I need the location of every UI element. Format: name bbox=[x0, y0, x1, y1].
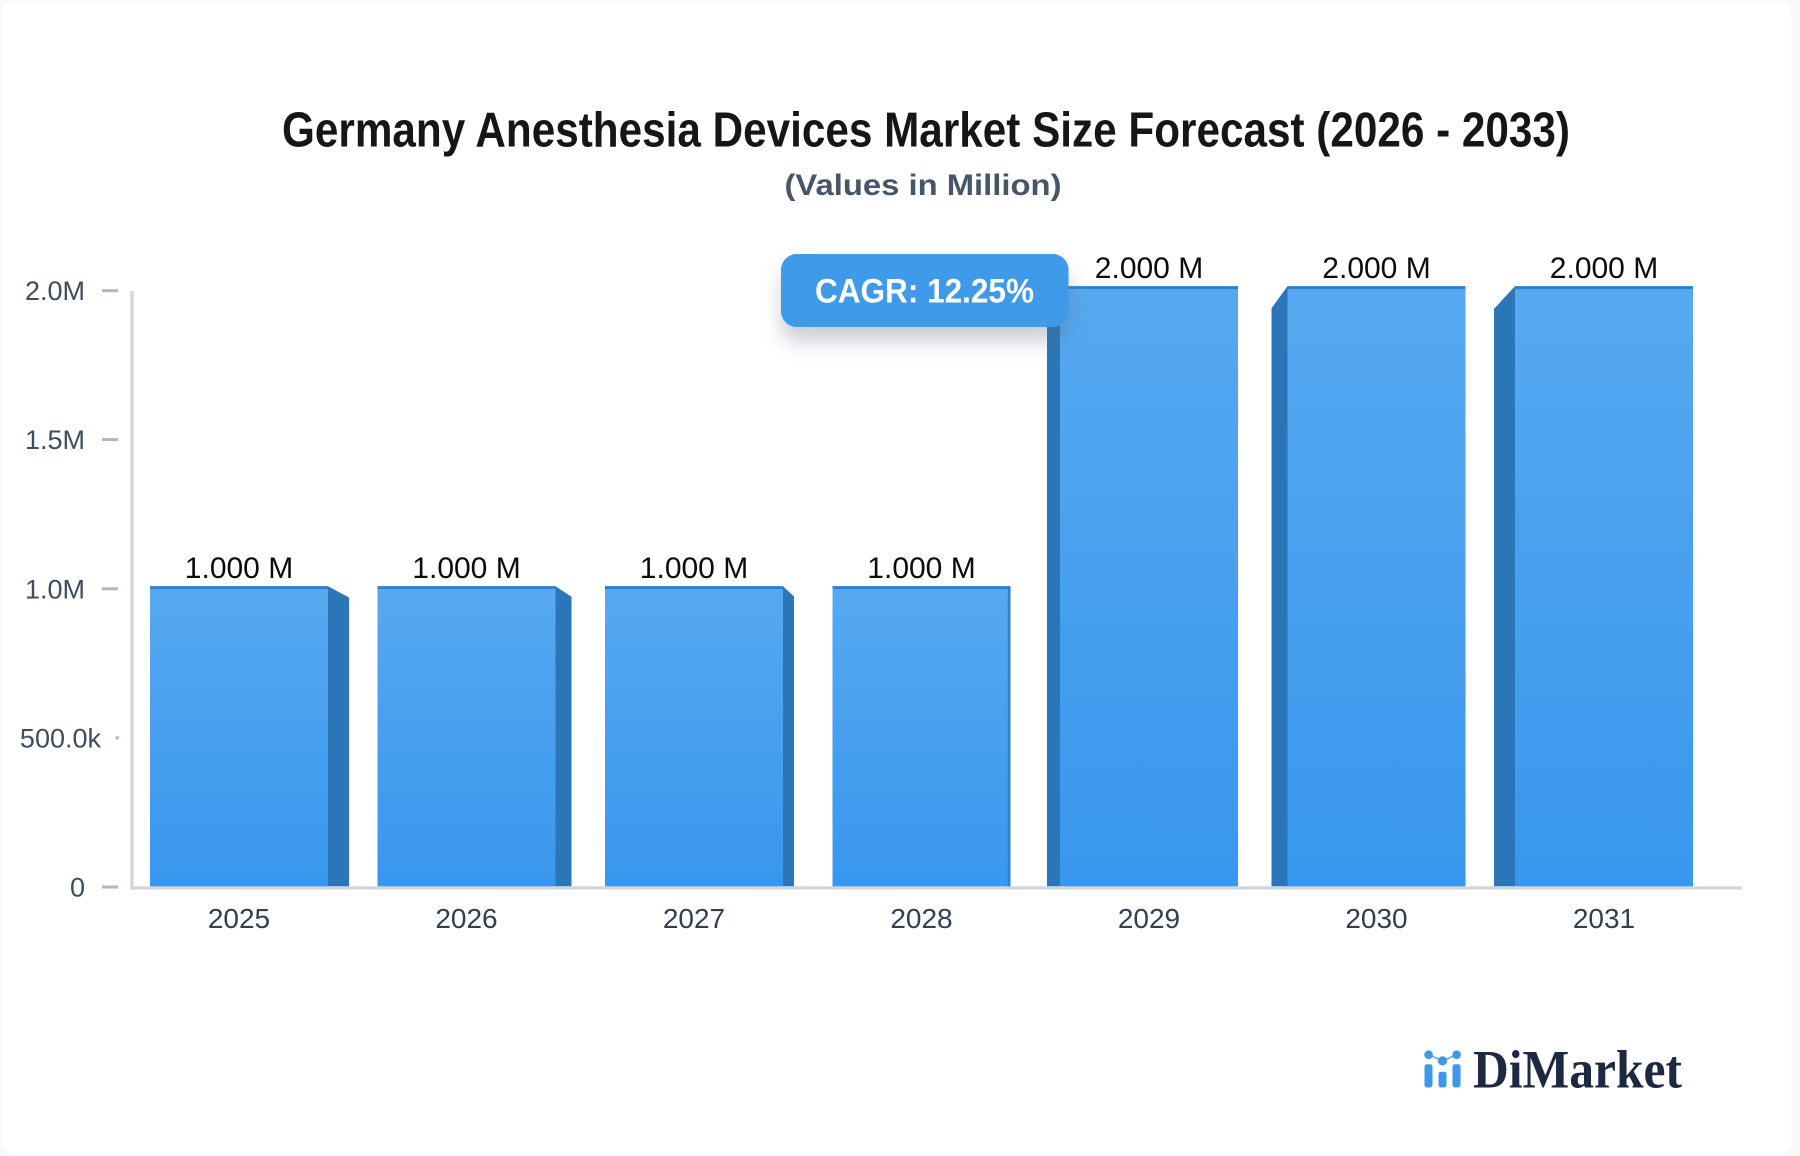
svg-text:2027: 2027 bbox=[663, 903, 725, 934]
svg-text:CAGR: 12.25%: CAGR: 12.25% bbox=[815, 273, 1034, 311]
svg-text:2.000 M: 2.000 M bbox=[1095, 252, 1203, 285]
svg-text:2029: 2029 bbox=[1118, 903, 1180, 934]
svg-text:2.000 M: 2.000 M bbox=[1550, 252, 1658, 285]
svg-text:2.000 M: 2.000 M bbox=[1322, 252, 1430, 285]
svg-text:2025: 2025 bbox=[208, 903, 270, 934]
svg-text:2026: 2026 bbox=[435, 903, 497, 934]
svg-text:2.0M: 2.0M bbox=[25, 276, 85, 306]
svg-text:2028: 2028 bbox=[890, 903, 952, 934]
svg-text:2030: 2030 bbox=[1345, 903, 1407, 934]
svg-text:1.000 M: 1.000 M bbox=[185, 552, 293, 585]
svg-text:Germany Anesthesia Devices Mar: Germany Anesthesia Devices Market Size F… bbox=[282, 104, 1570, 158]
svg-text:(Values in Million): (Values in Million) bbox=[785, 169, 1062, 202]
svg-text:1.0M: 1.0M bbox=[25, 574, 85, 604]
svg-text:500.0k: 500.0k bbox=[20, 723, 102, 753]
svg-text:0: 0 bbox=[70, 873, 85, 903]
svg-text:1.5M: 1.5M bbox=[25, 425, 85, 455]
svg-text:1.000 M: 1.000 M bbox=[412, 552, 520, 585]
svg-text:1.000 M: 1.000 M bbox=[867, 552, 975, 585]
svg-text:1.000 M: 1.000 M bbox=[640, 552, 748, 585]
svg-text:2031: 2031 bbox=[1573, 903, 1635, 934]
svg-text:DiMarket: DiMarket bbox=[1473, 1040, 1682, 1100]
